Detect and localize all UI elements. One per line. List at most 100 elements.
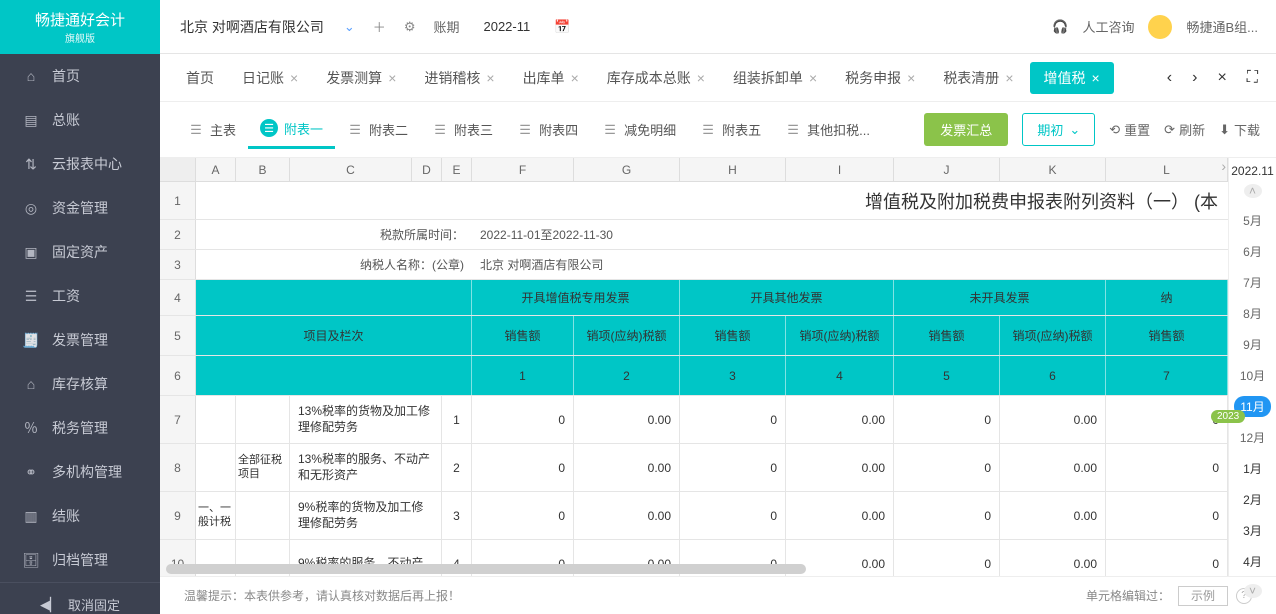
refresh-button[interactable]: ⟳刷新 <box>1164 120 1205 139</box>
data-cell[interactable]: 0.00 <box>786 444 894 491</box>
avatar[interactable] <box>1148 15 1172 39</box>
data-cell[interactable]: 0 <box>1106 396 1228 443</box>
sheet-tab[interactable]: ☰附表五 <box>688 111 773 149</box>
tab[interactable]: 库存成本总账× <box>595 62 717 94</box>
month-button[interactable]: 7月 <box>1239 272 1266 293</box>
data-cell[interactable]: 0.00 <box>574 396 680 443</box>
tab-close-icon[interactable]: × <box>1005 70 1013 86</box>
month-up-icon[interactable]: ˄ <box>1244 184 1262 198</box>
tab[interactable]: 发票测算× <box>314 62 408 94</box>
user-name[interactable]: 畅捷通B组... <box>1186 17 1258 36</box>
month-button[interactable]: 12月 <box>1236 427 1269 448</box>
tab-close-icon[interactable]: × <box>486 70 494 86</box>
tab-close-icon[interactable]: × <box>1092 70 1100 86</box>
tab[interactable]: 税务申报× <box>833 62 927 94</box>
data-cell[interactable]: 0 <box>680 444 786 491</box>
col-header[interactable]: J <box>894 158 1000 181</box>
month-button[interactable]: 9月 <box>1239 334 1266 355</box>
month-button[interactable]: 8月 <box>1239 303 1266 324</box>
sheet-tab[interactable]: ☰附表三 <box>420 111 505 149</box>
tab-close-icon[interactable]: × <box>809 70 817 86</box>
data-cell[interactable]: 0.00 <box>574 444 680 491</box>
data-cell[interactable]: 0 <box>894 492 1000 539</box>
col-header[interactable]: C <box>290 158 412 181</box>
tab[interactable]: 组装拆卸单× <box>721 62 829 94</box>
scroll-right-icon[interactable]: › <box>1221 158 1226 174</box>
tab[interactable]: 进销稽核× <box>412 62 506 94</box>
sheet-tab[interactable]: ☰减免明细 <box>590 111 688 149</box>
tab[interactable]: 税表清册× <box>931 62 1025 94</box>
sidebar-item[interactable]: ％税务管理 <box>0 406 160 450</box>
company-name[interactable]: 北京 对啊酒店有限公司 <box>160 17 344 37</box>
month-button[interactable]: 5月 <box>1239 210 1266 231</box>
month-button[interactable]: 6月 <box>1239 241 1266 262</box>
sheet-tab[interactable]: ☰附表二 <box>335 111 420 149</box>
col-header[interactable]: D <box>412 158 442 181</box>
col-header[interactable]: F <box>472 158 574 181</box>
sidebar-cancel-pin[interactable]: ◀▏ 取消固定 <box>0 582 160 614</box>
col-header[interactable]: B <box>236 158 290 181</box>
sheet-tab[interactable]: ☰附表一 <box>248 111 335 149</box>
tab[interactable]: 日记账× <box>230 62 310 94</box>
tab-next-icon[interactable]: › <box>1188 67 1201 89</box>
period-init-button[interactable]: 期初 ⌄ <box>1022 113 1095 146</box>
data-cell[interactable]: 0 <box>894 540 1000 576</box>
tab-close-icon[interactable]: × <box>697 70 705 86</box>
data-cell[interactable]: 0 <box>680 396 786 443</box>
sheet-tab[interactable]: ☰其他扣税... <box>773 111 882 149</box>
tab-close-icon[interactable]: × <box>907 70 915 86</box>
tab[interactable]: 出库单× <box>511 62 591 94</box>
data-cell[interactable]: 0.00 <box>1000 396 1106 443</box>
sidebar-item[interactable]: ◎资金管理 <box>0 186 160 230</box>
data-cell[interactable]: 0 <box>1106 444 1228 491</box>
data-cell[interactable]: 0.00 <box>1000 492 1106 539</box>
data-cell[interactable]: 0 <box>894 396 1000 443</box>
calendar-icon[interactable]: 📅 <box>554 19 570 35</box>
sidebar-item[interactable]: ▤总账 <box>0 98 160 142</box>
month-button[interactable]: 2月 <box>1239 489 1266 510</box>
month-down-icon[interactable]: ˅ <box>1244 584 1262 598</box>
data-cell[interactable]: 0 <box>680 492 786 539</box>
consult-link[interactable]: 人工咨询 <box>1082 17 1134 36</box>
period-value[interactable]: 2022-11 <box>483 19 530 34</box>
tab-close-all-icon[interactable]: × <box>1213 67 1230 89</box>
col-header[interactable]: E <box>442 158 472 181</box>
horizontal-scrollbar[interactable] <box>166 564 806 574</box>
data-cell[interactable]: 0.00 <box>1000 540 1106 576</box>
spreadsheet[interactable]: ABCDEFGHIJKL › 1 增值税及附加税费申报表附列资料（一） (本 2 <box>160 158 1228 576</box>
data-cell[interactable]: 0.00 <box>1000 444 1106 491</box>
sidebar-item[interactable]: ▥结账 <box>0 494 160 538</box>
sidebar-item[interactable]: ⚭多机构管理 <box>0 450 160 494</box>
col-header[interactable]: G <box>574 158 680 181</box>
sheet-tab[interactable]: ☰附表四 <box>505 111 590 149</box>
data-cell[interactable]: 0.00 <box>574 492 680 539</box>
month-button[interactable]: 1月 <box>1239 458 1266 479</box>
fullscreen-icon[interactable]: ⛶ <box>1243 67 1262 89</box>
data-cell[interactable]: 0 <box>472 396 574 443</box>
sidebar-item[interactable]: ▣固定资产 <box>0 230 160 274</box>
sidebar-item[interactable]: 🗄归档管理 <box>0 538 160 582</box>
add-icon[interactable]: ＋ <box>373 17 386 36</box>
sidebar-item[interactable]: 🧾发票管理 <box>0 318 160 362</box>
month-button[interactable]: 4月 <box>1239 551 1266 572</box>
settings-icon[interactable]: ⚙ <box>404 19 416 35</box>
invoice-summary-button[interactable]: 发票汇总 <box>924 113 1008 146</box>
sidebar-item[interactable]: ☰工资 <box>0 274 160 318</box>
data-cell[interactable]: 0 <box>472 444 574 491</box>
col-header[interactable]: K <box>1000 158 1106 181</box>
tab[interactable]: 增值税× <box>1030 62 1114 94</box>
tab[interactable]: 首页 <box>174 62 226 94</box>
data-cell[interactable]: 0 <box>1106 492 1228 539</box>
col-header[interactable]: I <box>786 158 894 181</box>
col-header[interactable]: H <box>680 158 786 181</box>
col-header[interactable]: L <box>1106 158 1228 181</box>
col-header[interactable]: A <box>196 158 236 181</box>
data-cell[interactable]: 0 <box>894 444 1000 491</box>
data-cell[interactable]: 0 <box>1106 540 1228 576</box>
data-cell[interactable]: 0.00 <box>786 396 894 443</box>
data-cell[interactable]: 0.00 <box>786 492 894 539</box>
tab-close-icon[interactable]: × <box>290 70 298 86</box>
download-button[interactable]: ⬇下载 <box>1219 120 1260 139</box>
sidebar-item[interactable]: ⇅云报表中心 <box>0 142 160 186</box>
month-button[interactable]: 3月 <box>1239 520 1266 541</box>
